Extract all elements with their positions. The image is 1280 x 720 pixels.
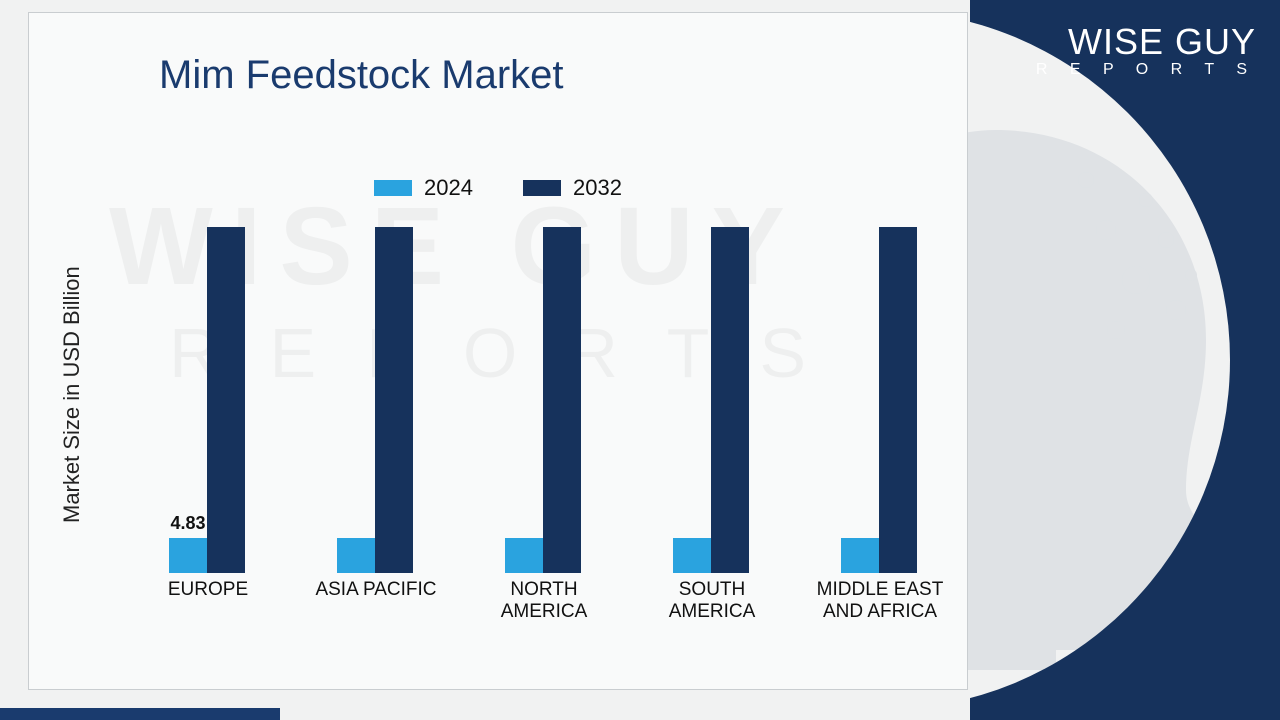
category-label: EUROPE [138, 573, 278, 601]
brand-logo: WISE GUY R E P O R T S [1036, 24, 1256, 78]
right-brand-band [970, 0, 1280, 720]
y-axis-label: Market Size in USD Billion [59, 266, 85, 523]
bar-group: ASIA PACIFIC [337, 213, 415, 573]
bar-group: SOUTH AMERICA [673, 213, 751, 573]
bar [841, 538, 879, 573]
brand-logo-main: WISE GUY [1036, 24, 1256, 60]
legend-swatch-icon [523, 180, 561, 196]
footer-accent-bar [0, 708, 280, 720]
legend-swatch-icon [374, 180, 412, 196]
category-label: MIDDLE EAST AND AFRICA [810, 573, 950, 623]
bar [505, 538, 543, 573]
bar [375, 227, 413, 573]
bar [169, 538, 207, 573]
chart-title: Mim Feedstock Market [159, 53, 564, 98]
chart-panel: Mim Feedstock Market WISE GUY REPORTS Ma… [28, 12, 968, 690]
bar [879, 227, 917, 573]
plot-area: 4.83EUROPE ASIA PACIFIC NORTH AMERICA SOUTH… [139, 213, 949, 573]
bar [673, 538, 711, 573]
bar-group: 4.83EUROPE [169, 213, 247, 573]
bar-value-label: 4.83 [170, 513, 205, 534]
bar [207, 227, 245, 573]
brand-logo-sub: R E P O R T S [1036, 62, 1256, 78]
legend-item: 2032 [523, 175, 622, 201]
legend: 2024 2032 [29, 175, 967, 201]
legend-item: 2024 [374, 175, 473, 201]
bar [543, 227, 581, 573]
legend-label: 2024 [424, 175, 473, 201]
bar [711, 227, 749, 573]
category-label: NORTH AMERICA [474, 573, 614, 623]
bar-group: NORTH AMERICA [505, 213, 583, 573]
legend-label: 2032 [573, 175, 622, 201]
bar [337, 538, 375, 573]
category-label: SOUTH AMERICA [642, 573, 782, 623]
category-label: ASIA PACIFIC [306, 573, 446, 601]
bar-group: MIDDLE EAST AND AFRICA [841, 213, 919, 573]
